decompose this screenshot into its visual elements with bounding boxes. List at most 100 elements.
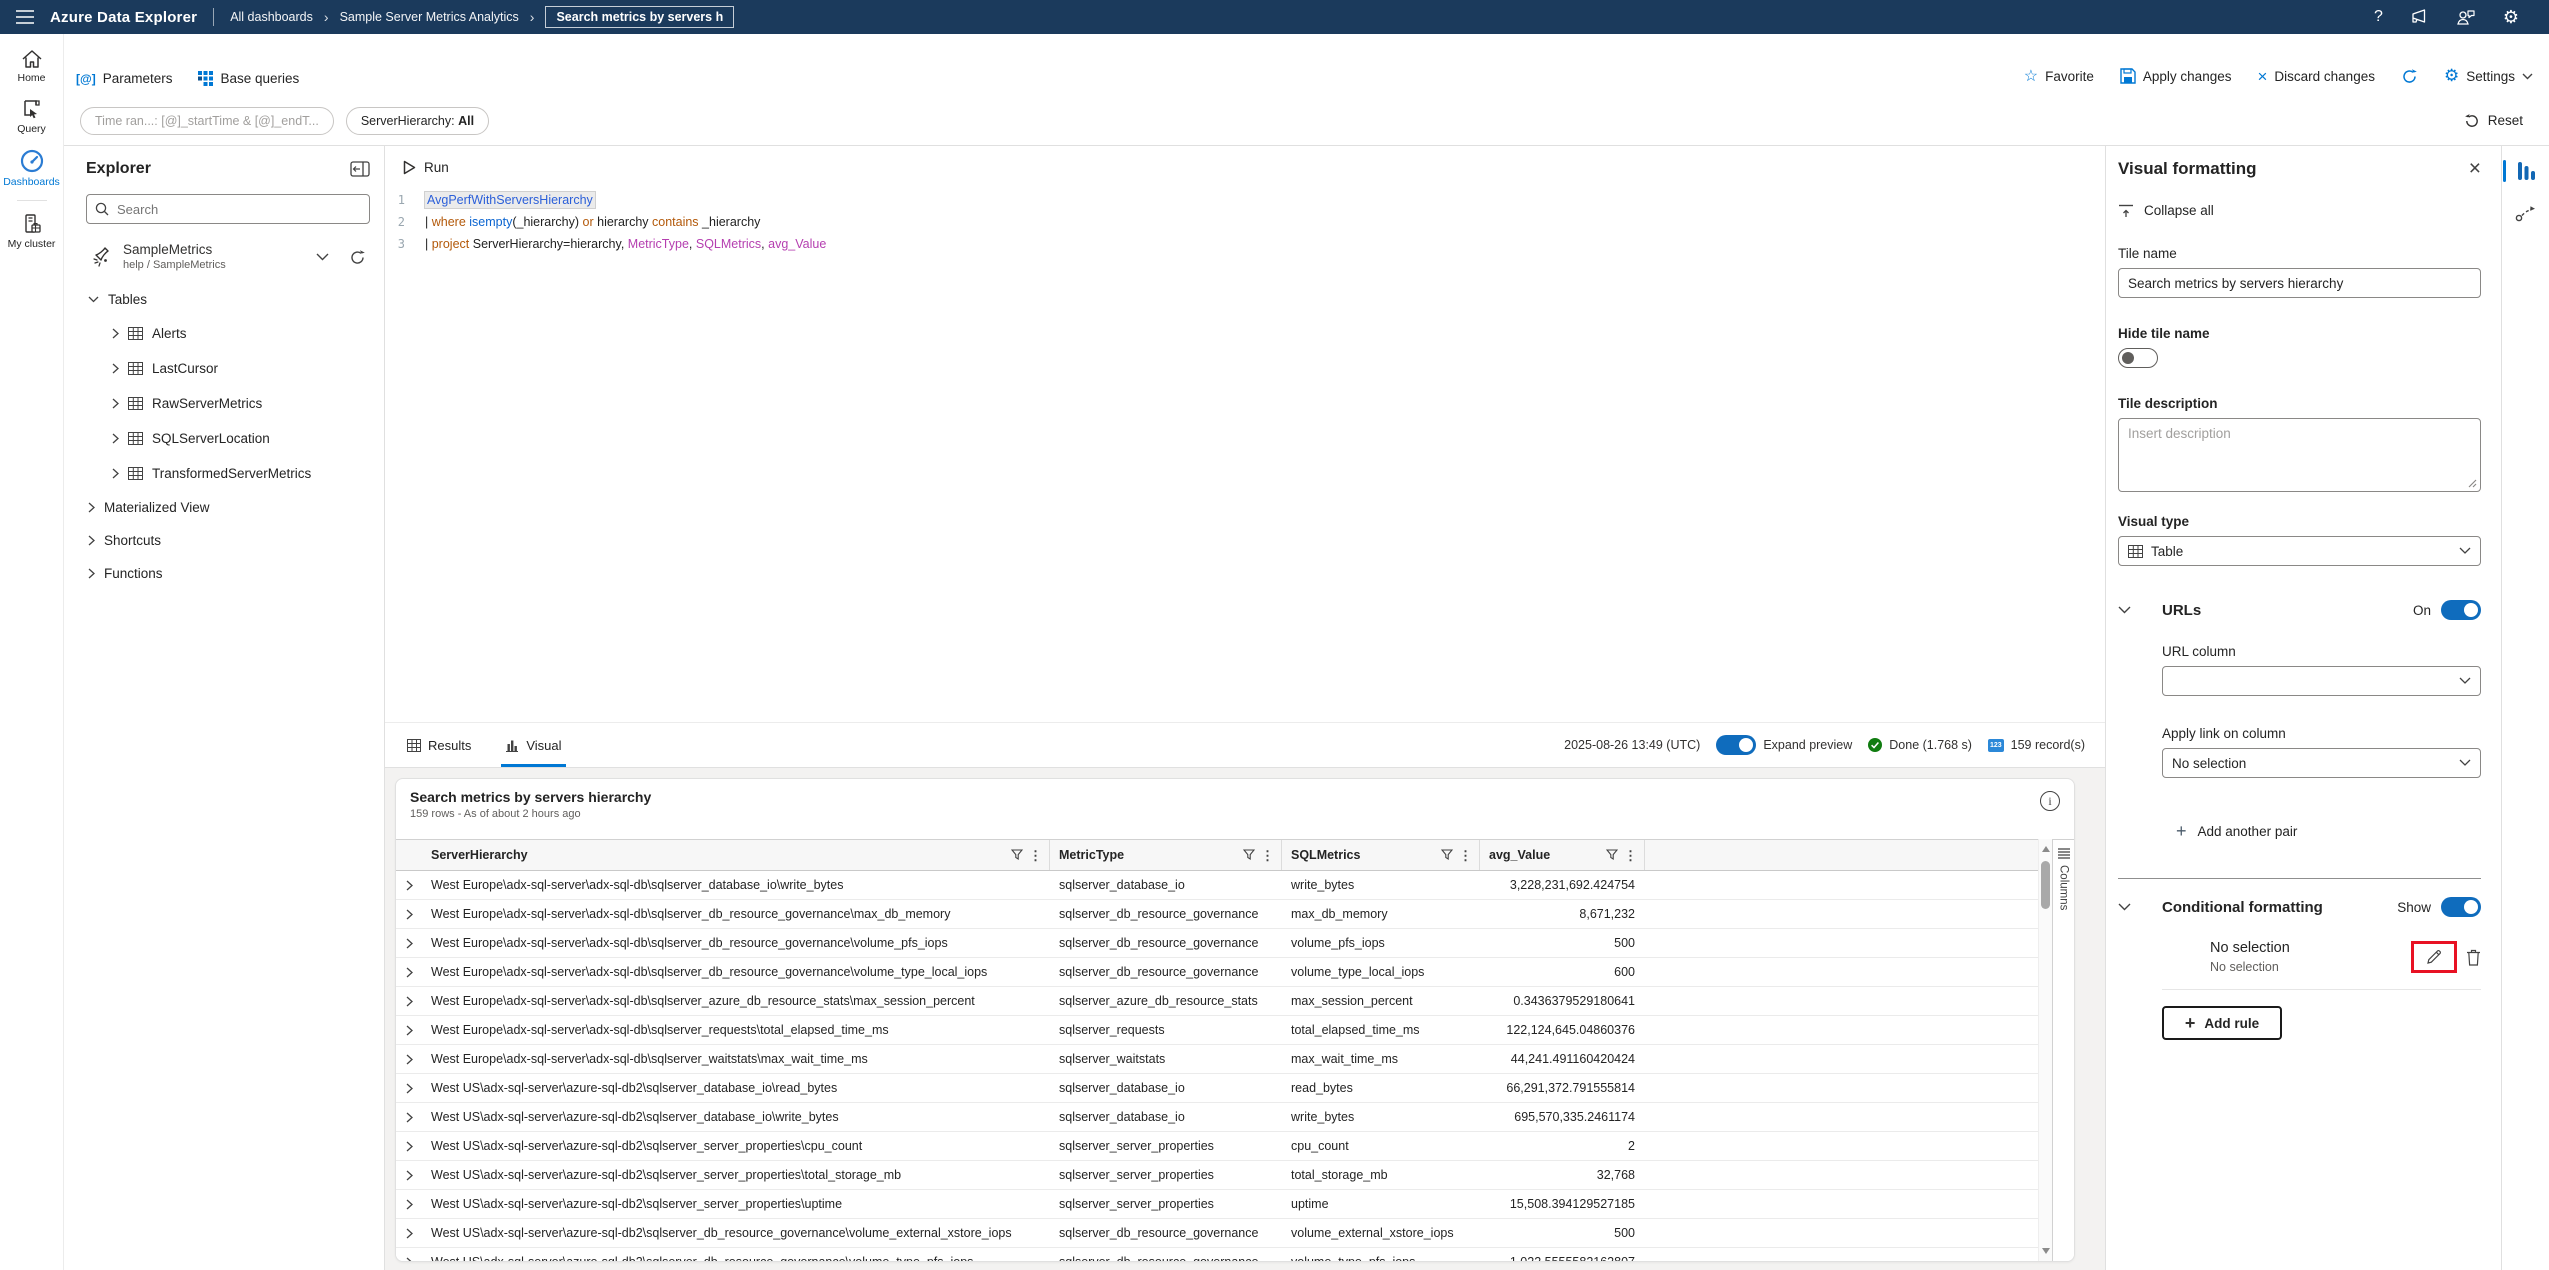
add-rule-button[interactable]: + Add rule (2162, 1006, 2282, 1041)
row-expand-icon[interactable] (396, 1074, 422, 1102)
tree-item-table[interactable]: LastCursor (86, 351, 370, 386)
table-row[interactable]: West US\adx-sql-server\azure-sql-db2\sql… (396, 1248, 2038, 1261)
apply-changes-button[interactable]: Apply changes (2120, 68, 2231, 84)
chevron-right-icon[interactable] (112, 398, 119, 409)
table-row[interactable]: West US\adx-sql-server\azure-sql-db2\sql… (396, 1132, 2038, 1161)
scroll-down-arrow[interactable] (2042, 1248, 2050, 1254)
row-expand-icon[interactable] (396, 871, 422, 899)
delete-rule-button[interactable] (2466, 949, 2481, 966)
chevron-down-icon[interactable] (316, 253, 329, 261)
column-header-serverhierarchy[interactable]: ServerHierarchy ⋮ (422, 840, 1050, 870)
parameters-button[interactable]: [@] Parameters (76, 71, 172, 86)
urls-section-header[interactable]: URLs On (2118, 600, 2481, 620)
tree-section-shortcuts[interactable]: Shortcuts (86, 524, 370, 557)
table-row[interactable]: West Europe\adx-sql-server\adx-sql-db\sq… (396, 1045, 2038, 1074)
tree-section-tables[interactable]: Tables (86, 283, 370, 316)
settings-button[interactable]: ⚙ Settings (2444, 66, 2533, 86)
conditional-show-toggle[interactable] (2441, 897, 2481, 917)
urls-toggle[interactable] (2441, 600, 2481, 620)
search-input[interactable] (117, 201, 361, 217)
code-line[interactable]: 2 | where isempty(_hierarchy) or hierarch… (385, 211, 2105, 233)
row-expand-icon[interactable] (396, 958, 422, 986)
tree-section-functions[interactable]: Functions (86, 557, 370, 590)
row-expand-icon[interactable] (396, 929, 422, 957)
favorite-button[interactable]: ☆ Favorite (2024, 66, 2094, 86)
run-button[interactable]: Run (385, 146, 475, 185)
column-header-avgvalue[interactable]: avg_Value ⋮ (1480, 840, 1645, 870)
sidebar-item-dashboards[interactable]: Dashboards (0, 142, 63, 195)
server-hierarchy-filter-pill[interactable]: ServerHierarchy: All (345, 106, 490, 135)
hide-tile-name-toggle[interactable] (2118, 348, 2158, 368)
table-row[interactable]: West Europe\adx-sql-server\adx-sql-db\sq… (396, 987, 2038, 1016)
tab-visual[interactable]: Visual (501, 723, 566, 767)
sidebar-item-my-cluster[interactable]: My cluster (0, 206, 63, 257)
row-expand-icon[interactable] (396, 1219, 422, 1247)
tree-item-table[interactable]: Alerts (86, 316, 370, 351)
user-feedback-icon[interactable] (2456, 9, 2476, 26)
filter-icon[interactable] (1606, 849, 1618, 861)
filter-icon[interactable] (1441, 849, 1453, 861)
refresh-button[interactable] (2401, 68, 2418, 85)
table-row[interactable]: West US\adx-sql-server\azure-sql-db2\sql… (396, 1190, 2038, 1219)
sidebar-item-home[interactable]: Home (0, 42, 63, 91)
query-editor[interactable]: Run 1 AvgPerfWithServersHierarchy 2 | where… (385, 146, 2105, 723)
time-range-filter-pill[interactable]: Time ran...: [@]_startTime & [@]_endT... (80, 106, 334, 135)
chevron-right-icon[interactable] (112, 468, 119, 479)
info-icon[interactable]: i (2040, 791, 2060, 811)
feedback-megaphone-icon[interactable] (2410, 9, 2429, 25)
table-row[interactable]: West Europe\adx-sql-server\adx-sql-db\sq… (396, 958, 2038, 987)
breadcrumb-all-dashboards[interactable]: All dashboards (230, 10, 313, 24)
row-expand-icon[interactable] (396, 1132, 422, 1160)
table-row[interactable]: West Europe\adx-sql-server\adx-sql-db\sq… (396, 929, 2038, 958)
code-line[interactable]: 3 | project ServerHierarchy=hierarchy, Me… (385, 233, 2105, 255)
expand-preview-toggle[interactable] (1716, 735, 1757, 755)
tree-item-table[interactable]: TransformedServerMetrics (86, 456, 370, 491)
edit-rule-button[interactable] (2411, 941, 2457, 974)
tree-item-table[interactable]: RawServerMetrics (86, 386, 370, 421)
apply-link-select[interactable]: No selection (2162, 748, 2481, 778)
row-expand-icon[interactable] (396, 987, 422, 1015)
chevron-right-icon[interactable] (112, 433, 119, 444)
kebab-menu-icon[interactable]: ⋮ (1624, 847, 1637, 863)
resize-handle-icon[interactable] (2468, 479, 2477, 488)
conditional-formatting-header[interactable]: Conditional formatting Show (2118, 897, 2481, 917)
kebab-menu-icon[interactable]: ⋮ (1029, 847, 1042, 863)
row-expand-icon[interactable] (396, 1045, 422, 1073)
vertical-scrollbar[interactable] (2038, 839, 2052, 1261)
tile-name-input[interactable] (2118, 268, 2481, 298)
column-header-sqlmetrics[interactable]: SQLMetrics ⋮ (1282, 840, 1480, 870)
row-expand-icon[interactable] (396, 1103, 422, 1131)
breadcrumb-current-tile[interactable]: Search metrics by servers h (545, 6, 735, 28)
table-row[interactable]: West Europe\adx-sql-server\adx-sql-db\sq… (396, 900, 2038, 929)
tree-section-materialized-view[interactable]: Materialized View (86, 491, 370, 524)
table-row[interactable]: West Europe\adx-sql-server\adx-sql-db\sq… (396, 1016, 2038, 1045)
filter-icon[interactable] (1243, 849, 1255, 861)
settings-gear-icon[interactable]: ⚙ (2502, 6, 2519, 27)
columns-side-tab[interactable]: Columns (2052, 839, 2074, 1261)
tree-item-table[interactable]: SQLServerLocation (86, 421, 370, 456)
refresh-icon[interactable] (349, 249, 366, 266)
collapse-panel-icon[interactable] (350, 161, 370, 177)
filter-icon[interactable] (1011, 849, 1023, 861)
scroll-up-arrow[interactable] (2042, 846, 2050, 852)
discard-changes-button[interactable]: × Discard changes (2257, 68, 2375, 85)
reset-button[interactable]: Reset (2464, 113, 2523, 129)
breadcrumb-dashboard-name[interactable]: Sample Server Metrics Analytics (339, 10, 519, 24)
kebab-menu-icon[interactable]: ⋮ (1459, 847, 1472, 863)
help-icon[interactable]: ? (2373, 8, 2383, 25)
base-queries-button[interactable]: Base queries (198, 71, 299, 86)
row-expand-icon[interactable] (396, 1248, 422, 1261)
table-row[interactable]: West US\adx-sql-server\azure-sql-db2\sql… (396, 1219, 2038, 1248)
column-header-metrictype[interactable]: MetricType ⋮ (1050, 840, 1282, 870)
tab-results[interactable]: Results (403, 723, 475, 767)
kebab-menu-icon[interactable]: ⋮ (1261, 847, 1274, 863)
table-row[interactable]: West Europe\adx-sql-server\adx-sql-db\sq… (396, 871, 2038, 900)
add-another-pair-button[interactable]: + Add another pair (2176, 822, 2481, 840)
close-icon[interactable]: × (2468, 157, 2481, 180)
tile-description-textarea[interactable]: Insert description (2118, 418, 2481, 492)
visual-formatting-rail-button[interactable] (2502, 160, 2549, 182)
table-row[interactable]: West US\adx-sql-server\azure-sql-db2\sql… (396, 1103, 2038, 1132)
sidebar-item-query[interactable]: Query (0, 91, 63, 142)
table-row[interactable]: West US\adx-sql-server\azure-sql-db2\sql… (396, 1161, 2038, 1190)
hamburger-menu-icon[interactable] (0, 10, 50, 24)
